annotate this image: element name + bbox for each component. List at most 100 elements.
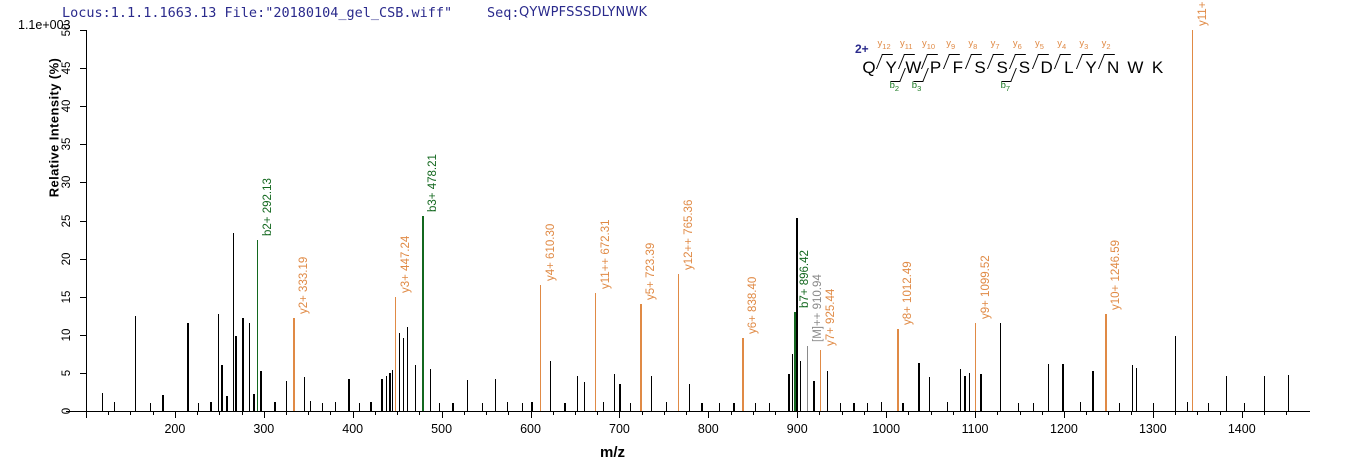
unassigned-peak xyxy=(650,375,652,411)
unassigned-peak xyxy=(602,401,604,411)
peak-label: y4+ 610.30 xyxy=(544,224,557,282)
x-tick-major xyxy=(174,411,176,418)
y-tick-label: 40 xyxy=(61,99,73,113)
unassigned-peak xyxy=(839,402,842,411)
unassigned-peak xyxy=(564,402,566,411)
unassigned-peak xyxy=(187,322,189,411)
annotated-peak-y xyxy=(594,292,597,411)
unassigned-peak xyxy=(614,374,616,411)
unassigned-peak xyxy=(918,363,920,411)
annotated-peak-y xyxy=(677,273,680,411)
unassigned-peak xyxy=(1032,403,1035,411)
y-tick-label: 25 xyxy=(61,214,73,227)
unassigned-peak xyxy=(959,369,962,411)
y-tick-label: 15 xyxy=(61,290,73,304)
b-ion-label: b7 xyxy=(1000,80,1011,93)
peak-label: b3+ 478.21 xyxy=(427,154,440,212)
unassigned-peak xyxy=(358,403,361,411)
unassigned-peak xyxy=(321,402,323,411)
x-tick-minor xyxy=(241,411,243,415)
unassigned-peak xyxy=(902,403,904,411)
unassigned-peak xyxy=(630,402,632,411)
unassigned-peak xyxy=(964,375,966,411)
sequence-label: Seq: xyxy=(487,5,520,21)
x-tick-major xyxy=(975,411,977,418)
unassigned-peak xyxy=(481,403,484,411)
unassigned-peak xyxy=(946,401,948,411)
ladder-residue: D xyxy=(1040,58,1053,77)
x-tick-label: 300 xyxy=(253,422,275,436)
x-tick-minor xyxy=(597,411,599,415)
x-tick-minor xyxy=(374,411,376,415)
x-tick-label: 1400 xyxy=(1227,422,1256,436)
unassigned-peak xyxy=(796,218,798,411)
ladder-residue: S xyxy=(974,58,986,77)
x-tick-minor xyxy=(730,411,732,415)
unassigned-peak xyxy=(968,372,971,411)
ladder-residue: F xyxy=(952,58,963,77)
annotated-peak-y xyxy=(640,304,642,411)
y-ion-label: y12 xyxy=(877,38,891,51)
peak-label: y9+ 1099.52 xyxy=(979,255,992,320)
peak-label: y8+ 1012.49 xyxy=(902,261,915,325)
spectrum-plot-area: b2+ 292.13 y2+ 333.19 y3+ 447.24 b3+ 478.21… xyxy=(86,0,1304,411)
y-tick xyxy=(80,258,86,260)
unassigned-peak xyxy=(688,383,691,411)
unassigned-peak xyxy=(235,336,237,411)
peak-label: y11++ 672.31 xyxy=(599,219,612,289)
unassigned-peak xyxy=(232,232,235,411)
x-tick-major xyxy=(708,411,710,418)
peak-label: y7+ 925.44 xyxy=(824,288,837,347)
x-tick-minor xyxy=(552,411,554,415)
x-tick-minor xyxy=(952,411,954,415)
y-tick xyxy=(80,220,86,222)
x-tick-minor xyxy=(219,411,221,415)
annotated-peak-y xyxy=(819,350,822,411)
x-tick-minor xyxy=(930,411,932,415)
ladder-residue: Y xyxy=(885,58,897,77)
y-tick xyxy=(80,182,86,184)
x-tick-major xyxy=(1063,411,1065,418)
unassigned-peak xyxy=(928,376,931,411)
unassigned-peak xyxy=(1119,402,1121,411)
x-tick-minor xyxy=(1175,411,1177,415)
unassigned-peak xyxy=(1243,402,1245,411)
unassigned-peak xyxy=(1175,336,1177,411)
x-tick-label: 1100 xyxy=(961,422,989,436)
x-tick-minor xyxy=(508,411,510,415)
x-tick-major xyxy=(441,411,443,418)
y-tick-label: 10 xyxy=(61,328,73,342)
annotated-peak-y xyxy=(394,296,397,411)
x-tick-major xyxy=(619,411,621,418)
unassigned-peak xyxy=(791,353,794,411)
unassigned-peak xyxy=(414,364,417,411)
ladder-residue: W xyxy=(905,58,922,77)
y-ion-label: y8 xyxy=(968,38,978,51)
x-tick-minor xyxy=(1019,411,1021,415)
annotated-peak-b xyxy=(422,215,424,411)
unassigned-peak xyxy=(583,382,586,411)
x-tick-major xyxy=(886,411,888,418)
x-tick-minor xyxy=(819,411,821,415)
annotated-peak-y xyxy=(539,285,542,411)
x-tick-minor xyxy=(330,411,332,415)
x-tick-major xyxy=(263,411,265,418)
x-tick-minor xyxy=(286,411,288,415)
y-tick xyxy=(80,296,86,298)
unassigned-peak xyxy=(438,402,441,411)
unassigned-peak xyxy=(619,383,621,411)
x-tick-major xyxy=(352,411,354,418)
ladder-residue: N xyxy=(1107,58,1120,77)
x-tick-minor xyxy=(197,411,199,415)
unassigned-peak xyxy=(826,371,828,411)
unassigned-peak xyxy=(253,394,255,411)
unassigned-peak xyxy=(768,402,771,411)
x-tick-minor xyxy=(1197,411,1199,415)
unassigned-peak xyxy=(210,401,212,411)
peak-label: y10+ 1246.59 xyxy=(1110,240,1123,311)
unassigned-peak xyxy=(385,375,387,411)
peak-label: [M]++ 910.94 xyxy=(811,274,824,343)
unassigned-peak xyxy=(348,379,350,411)
unassigned-peak xyxy=(853,403,855,411)
